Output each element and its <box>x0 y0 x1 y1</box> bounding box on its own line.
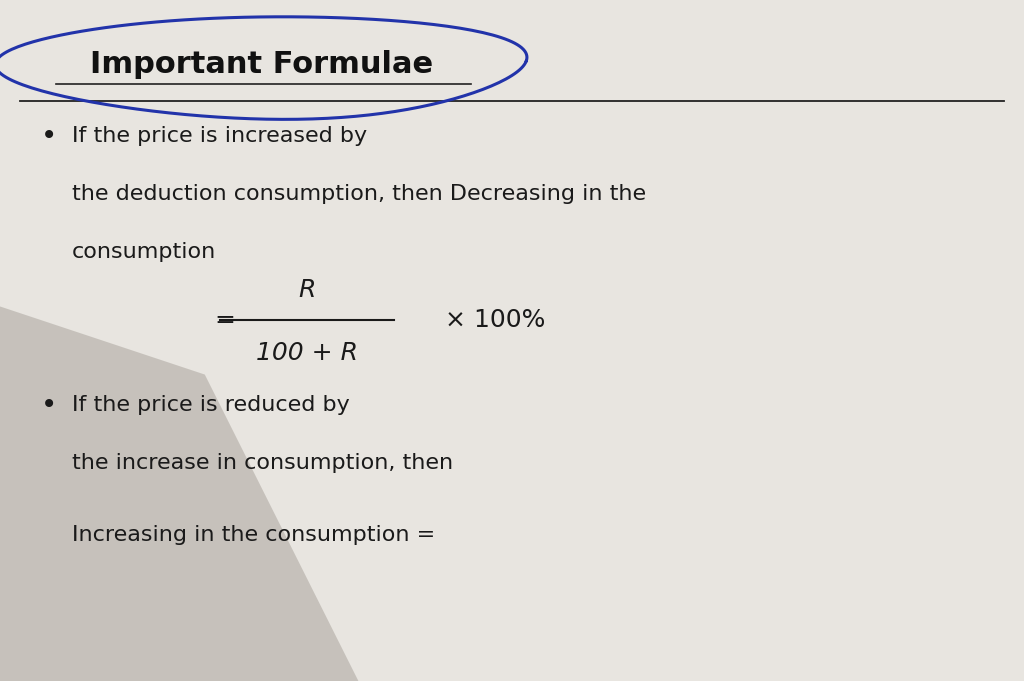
Text: R: R <box>299 278 315 302</box>
Text: If the price is increased by: If the price is increased by <box>72 126 374 146</box>
Text: the increase in consumption, then: the increase in consumption, then <box>72 453 453 473</box>
Text: If the price is reduced by: If the price is reduced by <box>72 395 356 415</box>
Text: Increasing in the consumption =: Increasing in the consumption = <box>72 524 442 545</box>
Text: 100 + R: 100 + R <box>256 340 358 365</box>
Polygon shape <box>0 306 358 681</box>
Text: •: • <box>41 122 57 151</box>
Text: consumption: consumption <box>72 242 216 262</box>
Text: the deduction consumption, then Decreasing in the: the deduction consumption, then Decreasi… <box>72 184 646 204</box>
Text: =: = <box>215 308 236 332</box>
Text: Important Formulae: Important Formulae <box>89 50 433 79</box>
Text: •: • <box>41 391 57 419</box>
Text: × 100%: × 100% <box>445 308 546 332</box>
